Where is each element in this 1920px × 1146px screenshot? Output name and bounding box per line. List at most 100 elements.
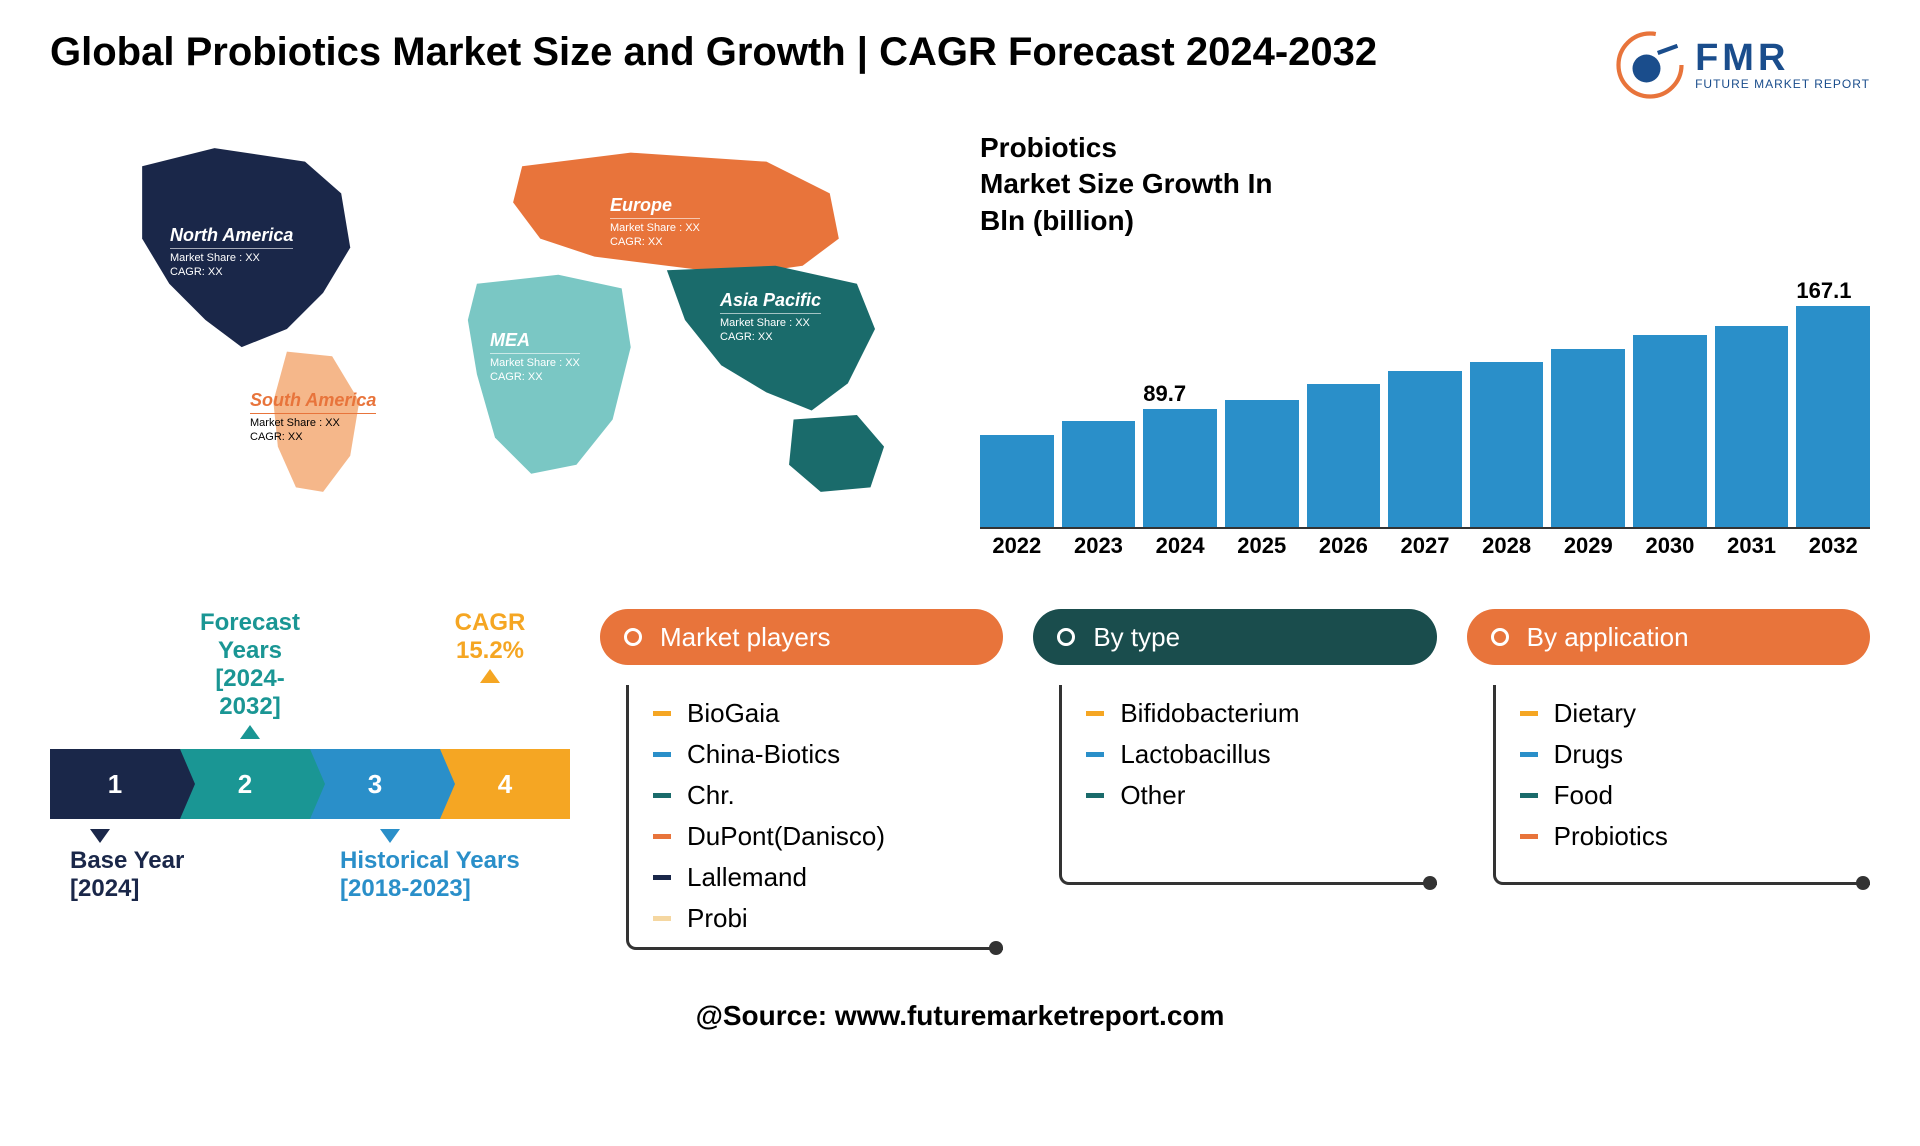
bar: [1551, 349, 1625, 528]
bar: [1062, 421, 1136, 527]
bottom-section: Forecast Years [2024-2032] CAGR 15.2% 1 …: [50, 609, 1870, 950]
bar-item: 2029: [1551, 289, 1625, 527]
bar: [980, 435, 1054, 528]
item-label: Bifidobacterium: [1120, 698, 1299, 729]
forecast-label: Forecast Years [2024-2032]: [190, 609, 310, 743]
dot-icon: [1057, 628, 1075, 646]
bar-year-label: 2029: [1564, 533, 1613, 559]
type-list: Bifidobacterium Lactobacillus Other: [1059, 685, 1436, 885]
item-label: Lactobacillus: [1120, 739, 1270, 770]
bar: [1225, 400, 1299, 527]
list-item: Drugs: [1520, 734, 1870, 775]
timeline-box-4: 4: [440, 749, 570, 819]
bar-chart: 2022202389.72024202520262027202820292030…: [980, 249, 1870, 529]
list-item: BioGaia: [653, 693, 1003, 734]
application-header: By application: [1467, 609, 1870, 665]
dash-icon: [653, 916, 671, 921]
item-label: DuPont(Danisco): [687, 821, 885, 852]
bar: 167.1: [1796, 306, 1870, 527]
bar-year-label: 2028: [1482, 533, 1531, 559]
bar: [1715, 326, 1789, 527]
source-text: @Source: www.futuremarketreport.com: [50, 1000, 1870, 1032]
cagr-label: CAGR 15.2%: [430, 609, 550, 743]
list-item: Chr.: [653, 775, 1003, 816]
dash-icon: [1520, 793, 1538, 798]
bar-item: 2030: [1633, 289, 1707, 527]
list-item: Probi: [653, 898, 1003, 939]
base-label: Base Year [2024]: [70, 825, 262, 903]
bar-year-label: 2030: [1645, 533, 1694, 559]
dash-icon: [1520, 752, 1538, 757]
dash-icon: [653, 711, 671, 716]
bar-item: 2027: [1388, 289, 1462, 527]
by-application: By application Dietary Drugs Food Probiotic…: [1467, 609, 1870, 885]
bar-year-label: 2022: [992, 533, 1041, 559]
dash-icon: [1086, 752, 1104, 757]
application-list: Dietary Drugs Food Probiotics: [1493, 685, 1870, 885]
bar: [1470, 362, 1544, 527]
list-item: Lallemand: [653, 857, 1003, 898]
bar-chart-section: Probiotics Market Size Growth In Bln (bi…: [980, 130, 1870, 529]
bar-year-label: 2032: [1809, 533, 1858, 559]
logo-icon: [1615, 30, 1685, 100]
bar-year-label: 2031: [1727, 533, 1776, 559]
type-header: By type: [1033, 609, 1436, 665]
region-north-america: North America Market Share : XX CAGR: XX: [170, 225, 293, 280]
dash-icon: [1520, 834, 1538, 839]
historical-label: Historical Years [2018-2023]: [310, 825, 550, 903]
region-mea: MEA Market Share : XX CAGR: XX: [490, 330, 580, 385]
dash-icon: [653, 875, 671, 880]
bar-item: 2031: [1715, 289, 1789, 527]
item-label: Dietary: [1554, 698, 1636, 729]
bar-item: 2026: [1307, 289, 1381, 527]
bar: [1388, 371, 1462, 527]
chart-title: Probiotics Market Size Growth In Bln (bi…: [980, 130, 1870, 239]
bar-value: 167.1: [1796, 278, 1851, 304]
timeline-boxes: 1 2 3 4: [50, 749, 570, 819]
item-label: BioGaia: [687, 698, 780, 729]
region-asia-pacific: Asia Pacific Market Share : XX CAGR: XX: [720, 290, 821, 345]
item-label: Probiotics: [1554, 821, 1668, 852]
logo-text-sub: FUTURE MARKET REPORT: [1695, 77, 1870, 91]
dash-icon: [653, 752, 671, 757]
bar: [1633, 335, 1707, 527]
dash-icon: [653, 834, 671, 839]
timeline-box-2: 2: [180, 749, 310, 819]
by-type: By type Bifidobacterium Lactobacillus Othe…: [1033, 609, 1436, 885]
timeline-box-3: 3: [310, 749, 440, 819]
dash-icon: [1520, 711, 1538, 716]
item-label: Lallemand: [687, 862, 807, 893]
dash-icon: [1086, 711, 1104, 716]
bar-item: 2023: [1062, 289, 1136, 527]
region-europe: Europe Market Share : XX CAGR: XX: [610, 195, 700, 250]
players-header: Market players: [600, 609, 1003, 665]
dot-icon: [1491, 628, 1509, 646]
bar: 89.7: [1143, 409, 1217, 528]
bar-year-label: 2027: [1401, 533, 1450, 559]
dash-icon: [1086, 793, 1104, 798]
list-item: Food: [1520, 775, 1870, 816]
bar: [1307, 384, 1381, 527]
list-item: Dietary: [1520, 693, 1870, 734]
world-map: North America Market Share : XX CAGR: XX…: [50, 130, 940, 510]
bar-value: 89.7: [1143, 381, 1186, 407]
item-label: Food: [1554, 780, 1613, 811]
region-south-america: South America Market Share : XX CAGR: XX: [250, 390, 376, 445]
item-label: Chr.: [687, 780, 735, 811]
bar-year-label: 2026: [1319, 533, 1368, 559]
bar-year-label: 2024: [1156, 533, 1205, 559]
list-item: Lactobacillus: [1086, 734, 1436, 775]
bar-item: 2022: [980, 289, 1054, 527]
timeline: Forecast Years [2024-2032] CAGR 15.2% 1 …: [50, 609, 570, 903]
bar-item: 89.72024: [1143, 289, 1217, 527]
timeline-box-1: 1: [50, 749, 180, 819]
bar-item: 2028: [1470, 289, 1544, 527]
header: Global Probiotics Market Size and Growth…: [50, 30, 1870, 100]
item-label: Other: [1120, 780, 1185, 811]
item-label: China-Biotics: [687, 739, 840, 770]
top-section: North America Market Share : XX CAGR: XX…: [50, 130, 1870, 529]
logo: FMR FUTURE MARKET REPORT: [1615, 30, 1870, 100]
list-item: DuPont(Danisco): [653, 816, 1003, 857]
list-item: Other: [1086, 775, 1436, 816]
bar-item: 2025: [1225, 289, 1299, 527]
